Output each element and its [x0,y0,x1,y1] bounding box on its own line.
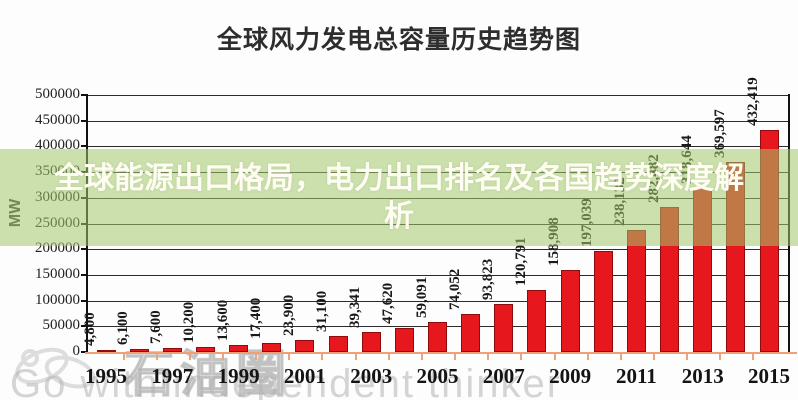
x-tick-mark [719,354,722,360]
bar [593,250,613,352]
y-tick-mark [81,145,88,148]
bar [626,229,646,352]
x-tick-label: 2011 [615,364,657,388]
y-tick-label: 50000 [42,317,81,334]
x-tick-mark [288,354,291,360]
bar [527,289,547,352]
x-tick-label: 2003 [350,364,393,388]
x-tick-mark [686,354,689,360]
x-tick-label: 2009 [549,364,592,388]
bar [262,343,282,352]
y-tick-label: 0 [72,343,81,359]
gridline [87,120,789,122]
bar-value-label: 17,400 [247,297,264,340]
bar-value-label: 47,620 [380,282,397,324]
y-tick-label: 500000 [35,86,80,102]
bar [162,348,182,352]
x-tick-mark [454,354,457,360]
x-tick-mark [321,354,324,360]
x-tick-mark [222,354,225,360]
y-tick-mark [81,299,88,302]
bar-value-label: 74,052 [446,268,463,310]
bar [195,346,215,352]
gridline [87,300,789,302]
bar [328,336,348,352]
x-tick-mark [586,354,589,360]
watermark: 石油圈 Go with independent thinker [0,336,798,400]
x-tick-label: 2015 [748,364,790,388]
headline-text: 全球能源出口格局，电力出口排名及各国趋势深度解析 [54,161,744,233]
x-tick-label: 1995 [85,364,127,388]
y-tick-mark [81,325,88,328]
bar-value-label: 7,600 [148,310,165,345]
watermark-brand-text: 石油圈 [123,345,292,400]
bar-value-label: 93,823 [479,258,496,300]
bar-value-label: 432,419 [745,76,761,126]
bar-value-label: 13,600 [214,299,231,341]
y-tick-label: 100000 [35,291,80,308]
x-tick-mark [619,354,622,360]
x-tick-mark [652,354,655,360]
x-tick-label: 2007 [482,364,525,388]
watermark-logo-icon [15,347,96,389]
x-tick-mark [255,354,258,360]
x-tick-label: 2005 [416,364,459,388]
bar [295,339,315,352]
y-tick-mark [81,248,88,251]
chart-title: 全球风力发电总容量历史趋势图 [216,26,581,54]
bar [494,303,514,352]
x-tick-mark [122,354,125,360]
y-tick-label: 150000 [35,265,80,282]
gridline [87,249,789,251]
bar [361,331,381,352]
x-tick-label: 1999 [217,364,260,388]
bar [560,270,580,352]
x-tick-mark [387,354,390,360]
gridline [87,95,789,96]
bar [129,348,149,352]
bar-value-label: 39,341 [347,286,364,328]
gridline [87,146,789,148]
x-tick-mark [420,354,423,360]
headline-overlay: 全球能源出口格局，电力出口排名及各国趋势深度解析 [0,149,798,246]
x-tick-label: 2013 [681,364,724,388]
bar [461,313,481,352]
x-tick-mark [520,354,523,360]
bar-value-label: 4,800 [82,311,98,346]
y-tick-mark [81,273,88,276]
watermark-tagline-text: Go with independent thinker [10,362,563,400]
x-tick-mark [487,354,490,360]
y-tick-label: 450000 [35,111,80,128]
bar-value-label: 59,091 [413,276,430,318]
x-axis-line [85,352,797,354]
x-tick-mark [155,354,158,360]
bar [394,327,414,352]
y-tick-mark [81,351,88,353]
x-tick-mark [752,354,755,360]
x-tick-label: 1997 [151,364,194,388]
bar-value-label: 6,100 [115,311,132,345]
gridline [87,274,789,276]
x-tick-mark [354,354,357,360]
bar-value-label: 23,900 [280,294,297,336]
x-tick-mark [188,354,191,360]
x-tick-label: 2001 [283,364,326,388]
bar-value-label: 10,200 [181,301,198,343]
bar [96,349,116,352]
y-tick-mark [81,119,88,122]
bar [229,345,249,352]
bar [428,321,447,352]
y-tick-mark [81,94,88,96]
x-tick-mark [553,354,556,360]
bar-value-label: 31,100 [314,290,331,332]
